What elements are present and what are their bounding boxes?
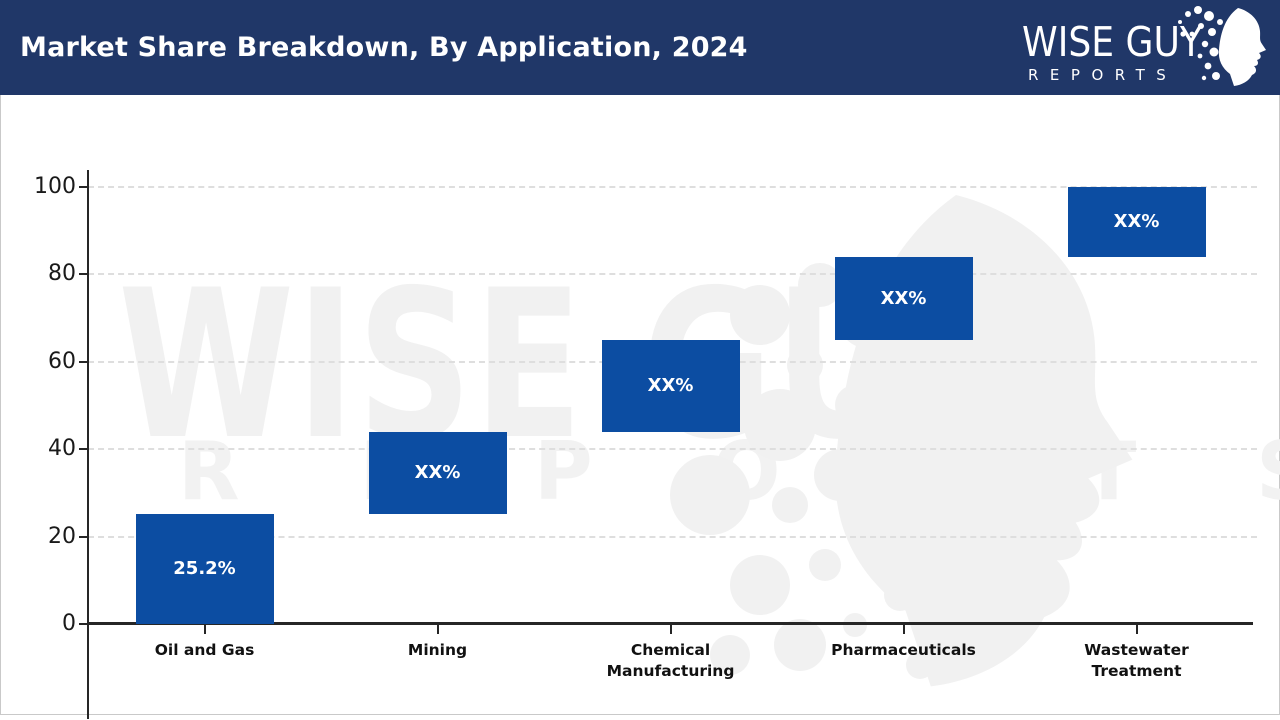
x-tick-label: Mining xyxy=(407,641,468,659)
x-axis-tick xyxy=(902,625,905,634)
gridline xyxy=(88,448,1257,451)
x-axis-tick xyxy=(1135,625,1138,634)
logo-subtitle: REPORTS xyxy=(1028,66,1177,84)
gridline xyxy=(88,535,1257,538)
y-tick-label: 40 xyxy=(48,436,76,462)
bar-segment-oil-and-gas: 25.2% xyxy=(135,513,274,624)
header-bar: Market Share Breakdown, By Application, … xyxy=(0,0,1280,95)
x-tick-label: Chemical Manufacturing xyxy=(606,641,735,680)
x-tick-label: Pharmaceuticals xyxy=(831,641,976,659)
bar-value-label: XX% xyxy=(880,287,927,309)
x-axis-line xyxy=(88,622,1253,625)
x-axis-tick xyxy=(436,625,439,634)
logo-wordmark: WISE GUY xyxy=(1022,18,1203,66)
bar-segment-pharmaceuticals: XX% xyxy=(834,256,973,340)
bar-value-label: XX% xyxy=(1113,211,1160,233)
x-tick-label: Wastewater Treatment xyxy=(1084,641,1189,680)
y-tick-label: 20 xyxy=(48,523,76,549)
y-tick-label: 0 xyxy=(62,611,76,636)
chart-area: WISE GUY R E P O R T S 02040608010025.2%… xyxy=(0,95,1280,719)
y-axis-tick xyxy=(79,186,88,188)
y-axis-tick xyxy=(79,535,88,538)
y-axis-tick xyxy=(79,273,88,276)
gridline xyxy=(88,273,1257,276)
x-axis-tick xyxy=(669,625,672,634)
bar-segment-mining: XX% xyxy=(368,431,507,514)
y-tick-label: 60 xyxy=(48,348,76,374)
y-axis-tick xyxy=(79,360,88,363)
logo-face-profile-icon xyxy=(1218,8,1266,86)
gridline xyxy=(88,186,1257,188)
bar-value-label: XX% xyxy=(414,462,461,484)
x-axis-tick xyxy=(203,625,206,634)
bar-value-label: 25.2% xyxy=(173,558,236,580)
bar-segment-wastewater-treatment: XX% xyxy=(1067,187,1206,257)
bar-segment-chemical-manufacturing: XX% xyxy=(601,339,740,432)
y-axis-tick xyxy=(79,623,88,625)
y-tick-label: 80 xyxy=(48,261,76,287)
page-title: Market Share Breakdown, By Application, … xyxy=(20,32,748,63)
y-tick-label: 100 xyxy=(34,174,76,199)
y-axis-line xyxy=(87,170,89,719)
x-tick-label: Oil and Gas xyxy=(154,641,255,659)
wiseguy-logo-graphic: WISE GUY REPORTS xyxy=(1022,6,1266,86)
y-axis-tick xyxy=(79,448,88,451)
bar-value-label: XX% xyxy=(647,375,694,397)
wiseguy-logo: WISE GUY REPORTS xyxy=(1020,4,1268,92)
